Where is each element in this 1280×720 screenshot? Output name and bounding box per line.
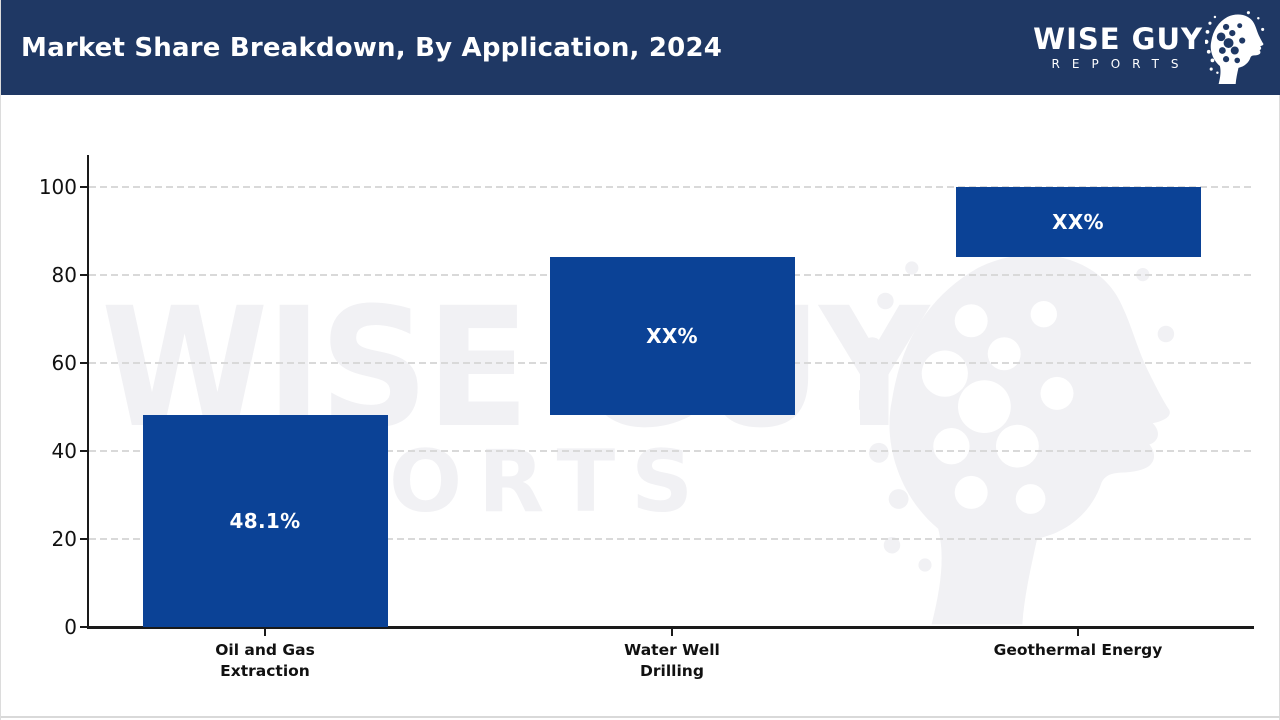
page-title: Market Share Breakdown, By Application, … [21,32,723,63]
bar-value-label: XX% [1052,210,1104,235]
y-tick-label-0: 0 [64,615,77,639]
gridline-20 [89,538,1254,540]
x-category-line: Drilling [640,662,704,680]
x-category-label: Geothermal Energy [918,640,1238,661]
y-tick-40 [80,450,89,452]
x-category-line: Geothermal Energy [993,641,1163,659]
gridline-100 [89,186,1254,188]
bottom-border [1,716,1280,718]
y-tick-label-60: 60 [51,351,77,375]
x-category-line: Oil and Gas [215,641,315,659]
x-tick-2 [1077,629,1079,636]
y-tick-label-80: 80 [51,263,77,287]
y-axis-line [87,155,89,629]
y-tick-80 [80,274,89,276]
bar-segment: XX% [549,257,795,416]
logo-subtext: REPORTS [1051,57,1191,71]
bar-segment: XX% [955,187,1201,258]
x-category-label: Water Well Drilling [512,640,832,682]
x-tick-0 [264,629,266,636]
y-tick-label-40: 40 [51,439,77,463]
y-tick-0 [80,626,89,628]
logo-head-icon [1205,10,1265,84]
y-tick-20 [80,538,89,540]
y-tick-60 [80,362,89,364]
logo-text: WISE GUY REPORTS [1033,24,1203,71]
x-category-line: Water Well [624,641,720,659]
bar-value-label: XX% [646,324,698,349]
bar-value-label: 48.1% [229,509,301,534]
y-tick-label-20: 20 [51,527,77,551]
x-category-line: Extraction [220,662,310,680]
y-tick-label-100: 100 [38,175,77,199]
x-axis-line [87,626,1254,629]
header-bar: Market Share Breakdown, By Application, … [1,0,1280,95]
wiseguy-logo: WISE GUY REPORTS [1033,7,1267,89]
x-tick-1 [671,629,673,636]
logo-wordmark: WISE GUY [1033,22,1203,56]
bar-segment: 48.1% [142,415,388,627]
watermark-head-icon [859,236,1175,625]
x-category-label: Oil and Gas Extraction [105,640,425,682]
y-tick-100 [80,186,89,188]
gridline-40 [89,450,1254,452]
